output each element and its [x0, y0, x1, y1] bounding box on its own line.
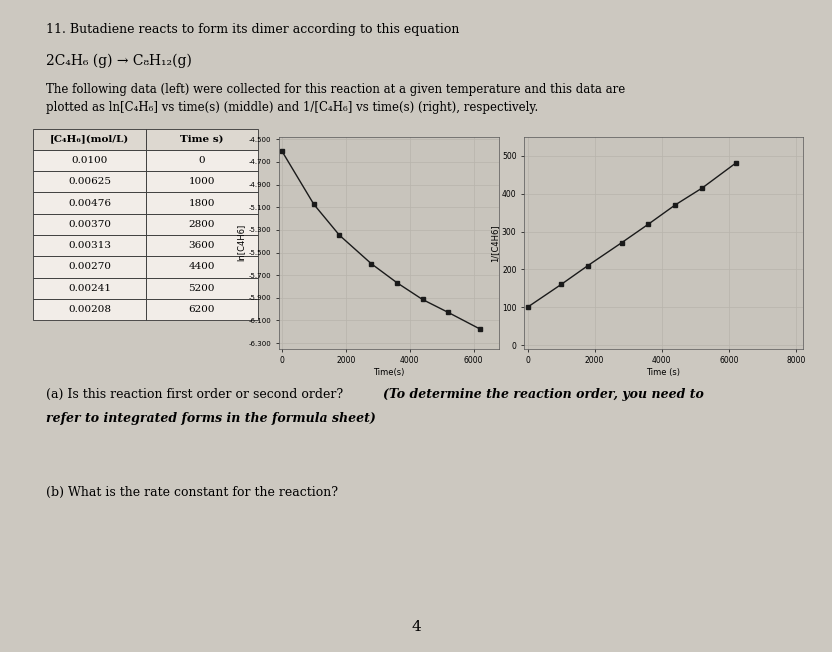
Text: 11. Butadiene reacts to form its dimer according to this equation: 11. Butadiene reacts to form its dimer a… — [46, 23, 459, 36]
Text: (b) What is the rate constant for the reaction?: (b) What is the rate constant for the re… — [46, 486, 338, 499]
Text: (To determine the reaction order, you need to: (To determine the reaction order, you ne… — [383, 388, 704, 401]
Text: The following data (left) were collected for this reaction at a given temperatur: The following data (left) were collected… — [46, 83, 625, 96]
X-axis label: Time(s): Time(s) — [374, 368, 404, 378]
Text: 4: 4 — [411, 620, 421, 634]
Text: refer to integrated forms in the formula sheet): refer to integrated forms in the formula… — [46, 412, 375, 425]
Text: (a) Is this reaction first order or second order?: (a) Is this reaction first order or seco… — [46, 388, 347, 401]
Text: plotted as ln[C₄H₆] vs time(s) (middle) and 1/[C₄H₆] vs time(s) (right), respect: plotted as ln[C₄H₆] vs time(s) (middle) … — [46, 101, 538, 114]
Y-axis label: 1/[C4H6]: 1/[C4H6] — [490, 224, 499, 261]
X-axis label: Time (s): Time (s) — [646, 368, 681, 378]
Y-axis label: ln[C4H6]: ln[C4H6] — [236, 224, 245, 261]
Text: 2C₄H₆ (g) → C₈H₁₂(g): 2C₄H₆ (g) → C₈H₁₂(g) — [46, 53, 191, 68]
